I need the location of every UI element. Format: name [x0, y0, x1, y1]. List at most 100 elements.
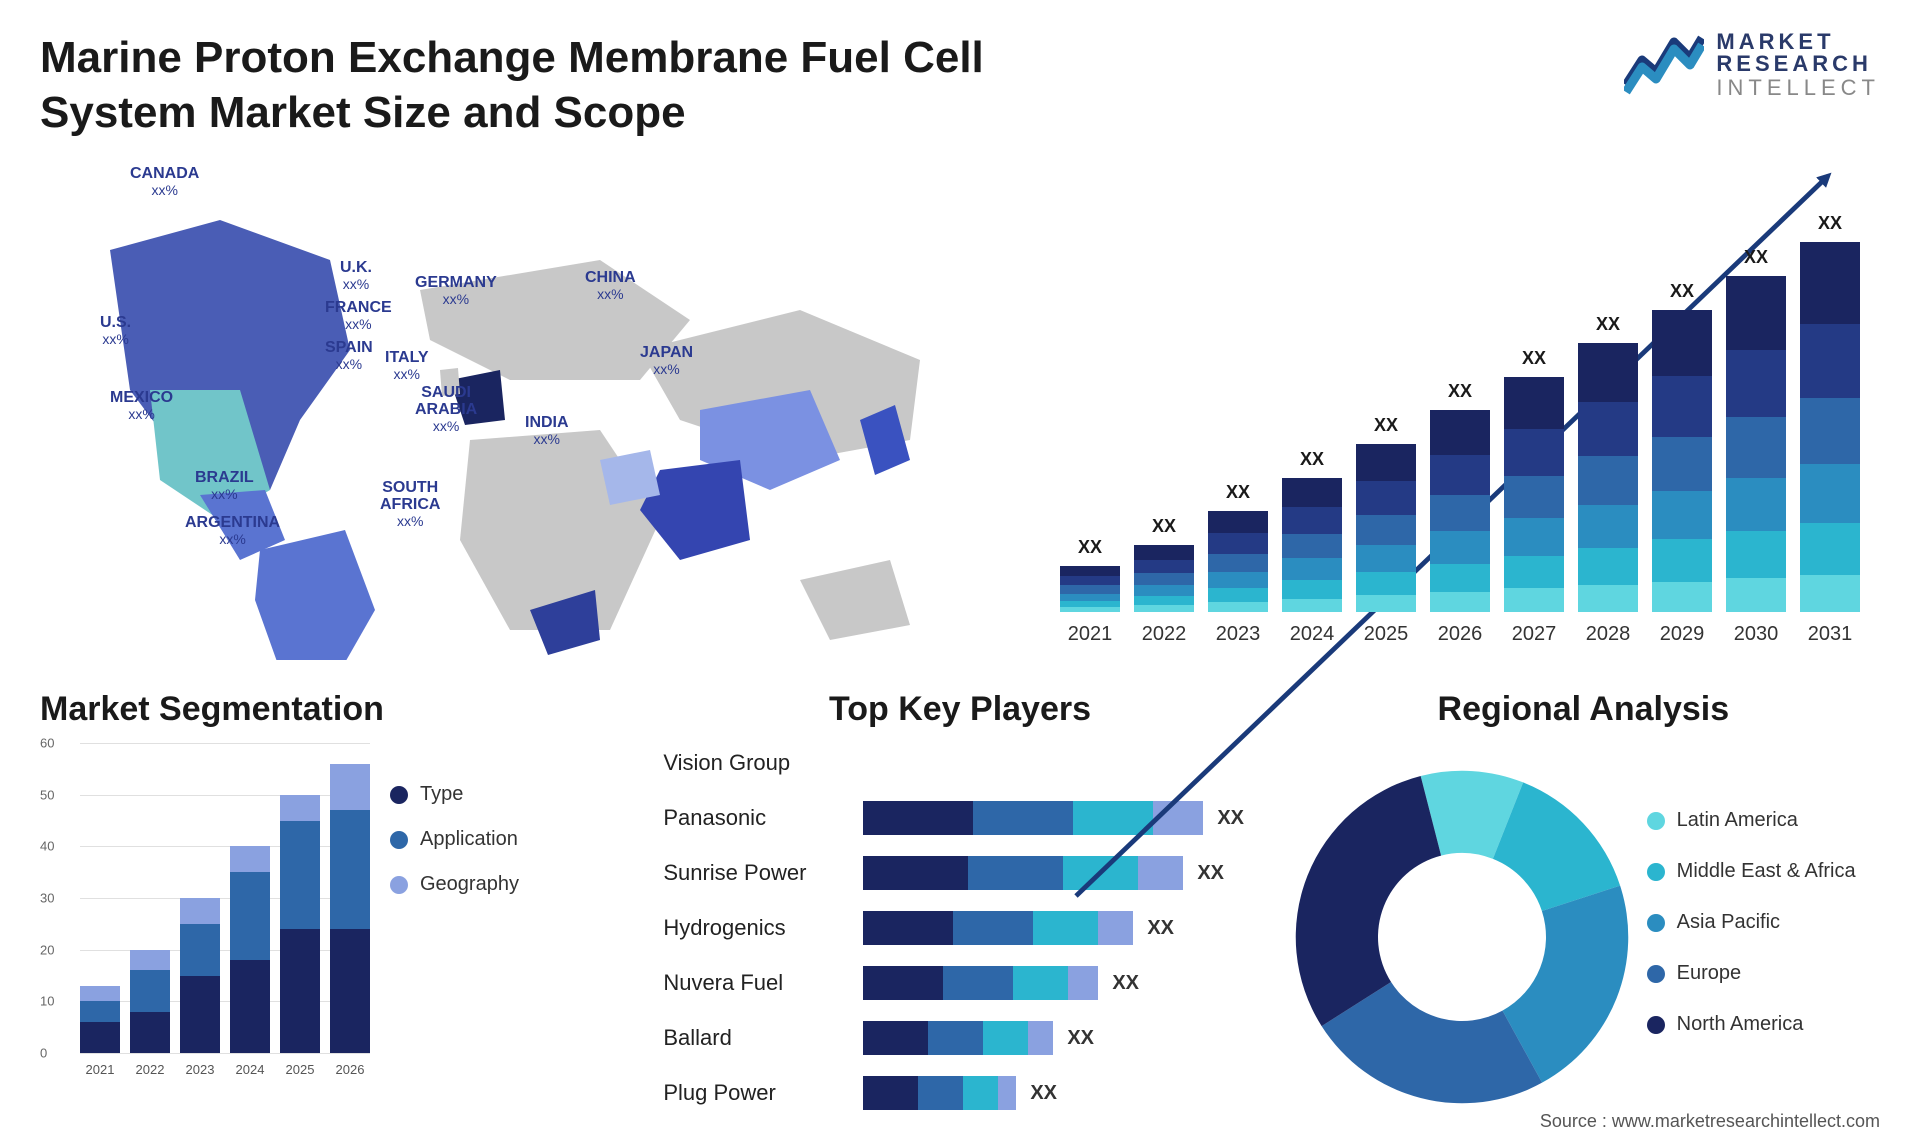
- growth-bar: XX: [1726, 276, 1786, 612]
- legend-dot: [1647, 965, 1665, 983]
- growth-bar-value: XX: [1282, 449, 1342, 470]
- world-map: CANADAxx%U.S.xx%MEXICOxx%BRAZILxx%ARGENT…: [40, 160, 1000, 660]
- map-region: [255, 530, 375, 660]
- seg-bar-segment: [330, 764, 370, 811]
- growth-bar: XX: [1282, 478, 1342, 612]
- growth-bar-segment: [1356, 545, 1416, 572]
- growth-bar-value: XX: [1134, 516, 1194, 537]
- growth-bar-segment: [1726, 531, 1786, 578]
- map-label: SPAINxx%: [325, 340, 373, 374]
- seg-bar-segment: [280, 821, 320, 930]
- player-value: XX: [1147, 917, 1174, 940]
- map-label: ARGENTINAxx%: [185, 515, 280, 549]
- growth-xlabel: 2027: [1504, 623, 1564, 646]
- seg-xlabel: 2023: [180, 1062, 220, 1077]
- growth-bar-segment: [1800, 523, 1860, 575]
- growth-bar-value: XX: [1652, 281, 1712, 302]
- seg-bar: [80, 986, 120, 1053]
- player-row: Vision Group: [663, 743, 1246, 783]
- growth-bar-segment: [1282, 534, 1342, 558]
- growth-bar-segment: [1430, 592, 1490, 612]
- seg-xlabel: 2026: [330, 1062, 370, 1077]
- seg-xlabel: 2022: [130, 1062, 170, 1077]
- growth-xlabel: 2021: [1060, 623, 1120, 646]
- seg-bar-segment: [180, 924, 220, 976]
- logo-line2: RESEARCH: [1716, 53, 1880, 75]
- player-bar-segment: [973, 801, 1073, 835]
- growth-bar-value: XX: [1504, 348, 1564, 369]
- growth-xlabel: 2024: [1282, 623, 1342, 646]
- growth-bar-segment: [1356, 481, 1416, 515]
- seg-bar: [130, 950, 170, 1053]
- growth-bar-segment: [1282, 478, 1342, 508]
- growth-bar-segment: [1208, 572, 1268, 588]
- player-bar-segment: [863, 801, 973, 835]
- seg-xlabel: 2024: [230, 1062, 270, 1077]
- map-label: U.S.xx%: [100, 315, 131, 349]
- seg-bar-segment: [130, 970, 170, 1011]
- growth-bar-segment: [1800, 398, 1860, 465]
- logo-line1: MARKET: [1716, 31, 1880, 53]
- segmentation-chart: 202120222023202420252026 0102030405060: [40, 743, 370, 1083]
- player-bar-segment: [963, 1076, 998, 1110]
- player-bar-segment: [1028, 1021, 1053, 1055]
- growth-bar-segment: [1800, 242, 1860, 323]
- growth-bar-segment: [1578, 343, 1638, 402]
- map-label: BRAZILxx%: [195, 470, 254, 504]
- growth-bar-value: XX: [1208, 482, 1268, 503]
- growth-bar-segment: [1134, 605, 1194, 612]
- legend-item: Europe: [1647, 962, 1880, 985]
- player-name: Ballard: [663, 1025, 863, 1051]
- map-label: FRANCExx%: [325, 300, 392, 334]
- player-bar-segment: [1073, 801, 1153, 835]
- player-bar-segment: [998, 1076, 1016, 1110]
- player-bar: [863, 801, 1203, 835]
- map-label: SOUTHAFRICAxx%: [380, 480, 440, 530]
- growth-bar-segment: [1134, 560, 1194, 573]
- map-label: INDIAxx%: [525, 415, 569, 449]
- legend-dot: [1647, 914, 1665, 932]
- player-row: PanasonicXX: [663, 798, 1246, 838]
- growth-bar-segment: [1356, 572, 1416, 596]
- player-bar-segment: [918, 1076, 963, 1110]
- key-players-title: Top Key Players: [663, 690, 1256, 729]
- growth-bar: XX: [1430, 410, 1490, 612]
- growth-bar: XX: [1578, 343, 1638, 612]
- growth-bar-segment: [1282, 580, 1342, 599]
- legend-item: Middle East & Africa: [1647, 860, 1880, 883]
- player-bar-segment: [1068, 966, 1098, 1000]
- growth-bar: XX: [1800, 242, 1860, 612]
- player-bar-segment: [863, 1021, 928, 1055]
- growth-bar-segment: [1504, 476, 1564, 518]
- player-bar-segment: [863, 856, 968, 890]
- seg-bar-segment: [280, 795, 320, 821]
- seg-xlabel: 2025: [280, 1062, 320, 1077]
- seg-bar-segment: [130, 1012, 170, 1053]
- seg-ytick: 30: [40, 891, 54, 906]
- key-players-panel: Top Key Players Vision GroupPanasonicXXS…: [663, 690, 1256, 1130]
- player-name: Vision Group: [663, 750, 863, 776]
- growth-bar: XX: [1208, 511, 1268, 612]
- player-bar-segment: [1013, 966, 1068, 1000]
- legend-item: Asia Pacific: [1647, 911, 1880, 934]
- legend-dot: [1647, 812, 1665, 830]
- growth-bar-segment: [1652, 437, 1712, 491]
- growth-bar: XX: [1504, 377, 1564, 612]
- brand-logo: MARKET RESEARCH INTELLECT: [1624, 30, 1880, 100]
- growth-bar-segment: [1208, 588, 1268, 602]
- growth-bar-segment: [1504, 429, 1564, 476]
- growth-bar-segment: [1652, 310, 1712, 377]
- growth-bar-segment: [1652, 582, 1712, 612]
- growth-bar-segment: [1208, 533, 1268, 553]
- growth-bar-segment: [1430, 455, 1490, 495]
- legend-item: Application: [390, 828, 633, 851]
- player-name: Hydrogenics: [663, 915, 863, 941]
- growth-bar-segment: [1578, 585, 1638, 612]
- legend-dot: [390, 876, 408, 894]
- growth-bar-segment: [1726, 350, 1786, 417]
- growth-bar-segment: [1134, 585, 1194, 596]
- legend-label: Middle East & Africa: [1677, 860, 1856, 883]
- map-label: SAUDIARABIAxx%: [415, 385, 477, 435]
- player-row: Plug PowerXX: [663, 1073, 1246, 1113]
- growth-xlabel: 2028: [1578, 623, 1638, 646]
